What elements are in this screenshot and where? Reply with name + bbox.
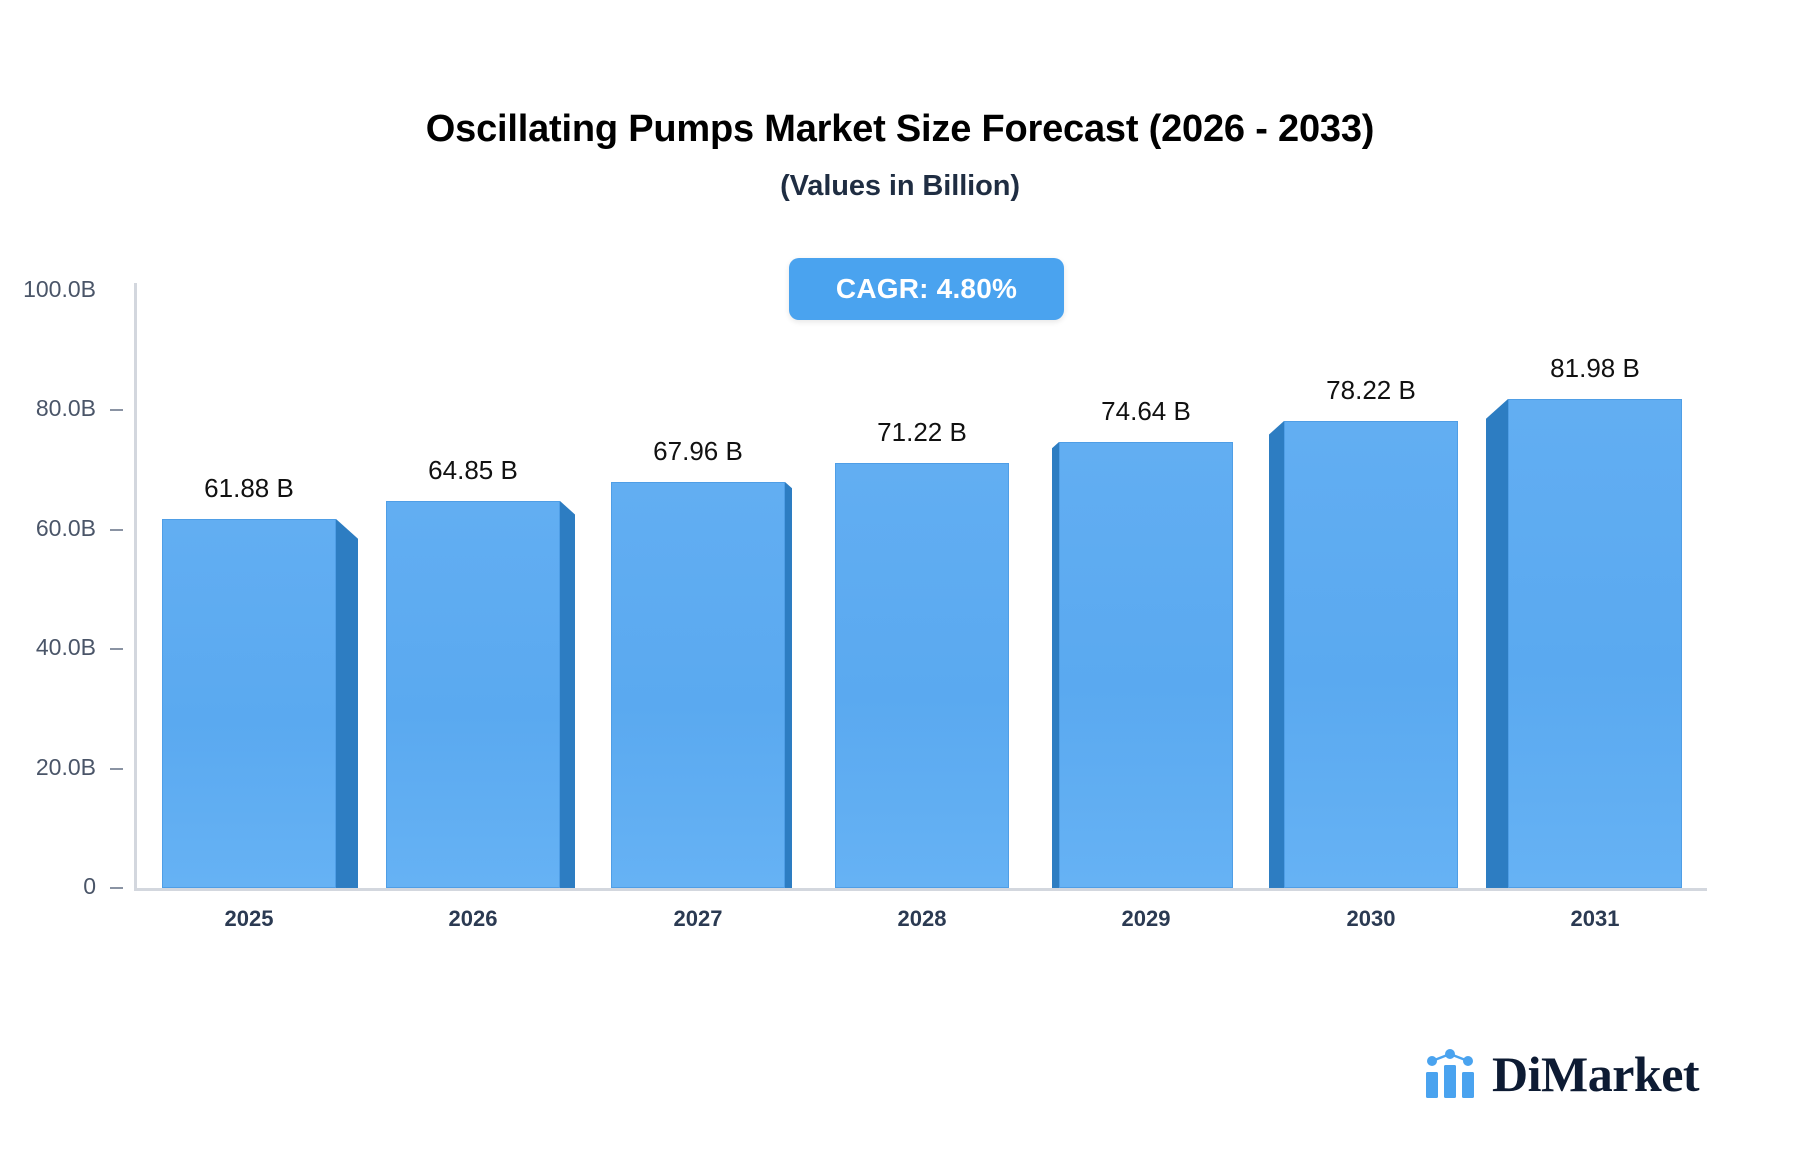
y-axis-tick-label: 80.0B [35, 395, 96, 422]
bar-front-face [1059, 442, 1233, 888]
chart-subtitle: (Values in Billion) [780, 170, 1020, 202]
chart-title: Oscillating Pumps Market Size Forecast (… [425, 108, 1375, 150]
x-axis-tick-label-2028: 2028 [897, 906, 947, 931]
bar-value-label-2030: 78.22 B [1326, 375, 1416, 405]
y-axis-tick-label: 40.0B [35, 634, 96, 661]
bar-value-label-2031: 81.98 B [1550, 353, 1640, 383]
bar-chart-logo-icon [1424, 1048, 1478, 1100]
bar-2026[interactable] [386, 501, 575, 888]
bar-value-label-2028: 71.22 B [877, 417, 967, 447]
bar-2025[interactable] [162, 519, 358, 888]
bar-value-label-2026: 64.85 B [428, 455, 518, 485]
bar-left-side-face [1269, 421, 1284, 888]
y-axis-tick-label: 0 [83, 873, 96, 899]
x-axis-tick-label-2027: 2027 [673, 906, 723, 931]
y-axis-line [134, 283, 137, 890]
x-axis-line [134, 888, 1707, 891]
bar-front-face [1508, 399, 1682, 888]
bar-value-label-2029: 74.64 B [1101, 396, 1191, 426]
y-axis-tick-label: 60.0B [35, 514, 96, 541]
bar-right-side-face [336, 519, 358, 888]
y-axis-tick-label: 20.0B [35, 753, 96, 780]
bar-front-face [835, 463, 1009, 888]
bar-left-side-face [1486, 399, 1508, 888]
logo-text: DiMarket [1492, 1046, 1700, 1102]
bar-front-face [611, 482, 785, 888]
bar-front-face [386, 501, 560, 888]
bar-left-side-face [1052, 442, 1059, 888]
bar-right-side-face [785, 482, 792, 888]
bar-2031[interactable] [1486, 399, 1682, 888]
x-axis-tick-label-2026: 2026 [448, 906, 498, 931]
bar-front-face [1284, 421, 1458, 888]
bar-2029[interactable] [1052, 442, 1233, 888]
y-axis-tick-mark [110, 887, 123, 889]
cagr-badge: CAGR: 4.80% [789, 258, 1064, 320]
y-axis-tick-mark [110, 528, 123, 531]
bar-front-face [162, 519, 336, 888]
y-axis-tick-mark [110, 648, 123, 651]
y-axis-tick-mark [110, 767, 123, 770]
y-axis-tick-mark [110, 409, 123, 412]
x-axis-tick-label-2029: 2029 [1121, 906, 1171, 931]
bar-value-label-2027: 67.96 B [653, 436, 743, 466]
x-axis-tick-label-2030: 2030 [1346, 906, 1396, 931]
cagr-label: CAGR: 4.80% [835, 273, 1018, 304]
y-axis-tick-label: 100.0B [23, 276, 96, 302]
bar-2027[interactable] [611, 482, 792, 888]
x-axis-tick-label-2031: 2031 [1570, 906, 1620, 931]
dimarket-logo: DiMarket [1424, 1046, 1700, 1102]
bar-2028[interactable] [835, 463, 1009, 888]
bar-right-side-face [560, 501, 575, 888]
bar-value-label-2025: 61.88 B [204, 473, 294, 503]
bar-2030[interactable] [1269, 421, 1458, 888]
x-axis-tick-label-2025: 2025 [224, 906, 274, 931]
